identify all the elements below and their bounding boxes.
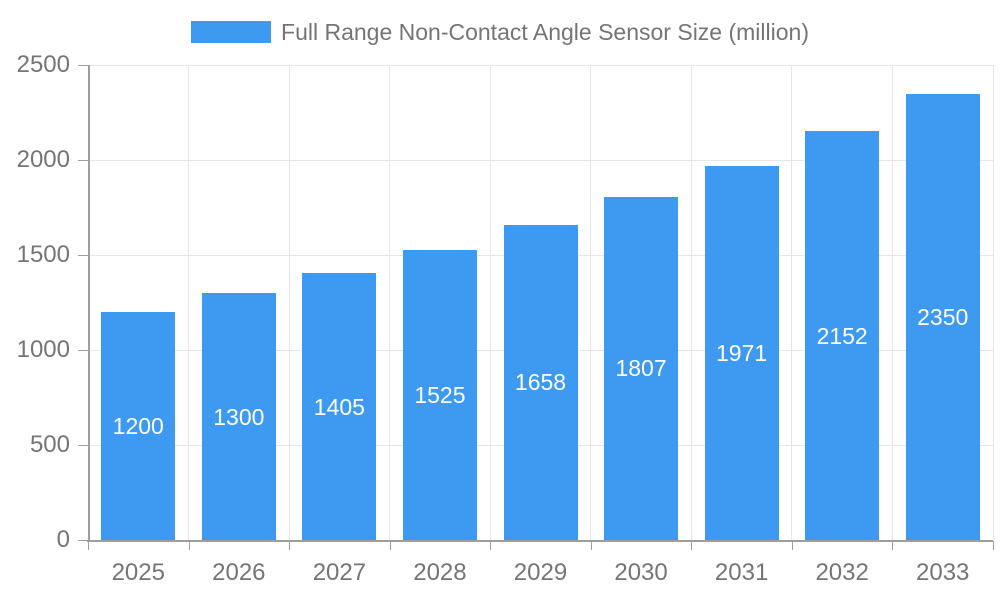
v-gridline <box>288 65 290 540</box>
bar-value-label: 2350 <box>917 303 969 330</box>
y-tick-label: 500 <box>29 431 70 458</box>
x-tick-label: 2029 <box>513 559 568 586</box>
x-tick-label: 2025 <box>111 559 165 586</box>
x-axis-line <box>87 540 993 542</box>
bar-value-label: 1658 <box>514 369 567 396</box>
x-axis-tick <box>88 541 89 550</box>
bar-2031[interactable]: 1971 <box>704 165 779 540</box>
x-axis-tick <box>289 541 291 550</box>
x-axis-tick <box>993 541 994 550</box>
v-gridline <box>690 65 692 540</box>
v-gridline <box>188 65 190 540</box>
legend-item[interactable]: Full Range Non-Contact Angle Sensor Size… <box>0 14 1000 50</box>
y-axis-tick <box>78 540 88 541</box>
v-gridline <box>389 65 391 540</box>
x-axis-tick <box>691 541 693 550</box>
y-axis-tick <box>78 255 88 256</box>
h-gridline <box>88 64 993 66</box>
x-axis-tick <box>892 541 894 550</box>
v-gridline <box>791 65 793 540</box>
y-tick-label: 2500 <box>16 51 70 78</box>
v-gridline <box>590 65 592 540</box>
bar-2027[interactable]: 1405 <box>302 273 377 540</box>
y-axis-tick <box>78 65 88 66</box>
bar-value-label: 1525 <box>414 382 466 409</box>
v-gridline <box>992 65 994 540</box>
x-axis-tick <box>791 541 793 550</box>
x-axis-tick <box>188 541 190 550</box>
h-gridline <box>88 159 993 161</box>
x-tick-label: 2032 <box>815 559 869 586</box>
legend-label: Full Range Non-Contact Angle Sensor Size… <box>281 18 809 45</box>
y-axis-line <box>88 65 90 542</box>
bar-value-label: 1807 <box>615 355 667 382</box>
bar-2029[interactable]: 1658 <box>503 224 578 540</box>
bar-2028[interactable]: 1525 <box>402 250 477 540</box>
plot-area: 1200 1300 1405 1525 1658 1807 1971 2152 2350 <box>87 64 994 542</box>
bar-2032[interactable]: 2152 <box>805 131 880 540</box>
x-tick-label: 2033 <box>916 559 970 586</box>
y-tick-label: 1500 <box>16 241 70 268</box>
bar-value-label: 2152 <box>816 322 868 349</box>
x-tick-label: 2028 <box>413 559 467 586</box>
v-gridline <box>891 65 893 540</box>
x-axis-tick <box>389 541 391 550</box>
x-axis-tick <box>490 541 492 550</box>
x-axis-tick <box>590 541 592 550</box>
x-tick-label: 2030 <box>614 559 668 586</box>
x-tick-label: 2027 <box>312 559 367 586</box>
bar-value-label: 1405 <box>313 393 365 420</box>
bar-2026[interactable]: 1300 <box>201 293 276 540</box>
v-gridline <box>489 65 491 540</box>
legend-swatch <box>191 21 272 43</box>
y-axis-tick <box>78 445 88 446</box>
y-axis-tick <box>78 160 88 161</box>
bar-value-label: 1200 <box>112 413 164 439</box>
bar-value-label: 1971 <box>716 339 768 366</box>
bar-2033[interactable]: 2350 <box>905 93 980 540</box>
bar-value-label: 1300 <box>213 403 265 430</box>
y-tick-label: 0 <box>56 526 70 553</box>
y-axis-tick <box>78 350 88 351</box>
x-tick-label: 2026 <box>212 559 266 586</box>
bar-2030[interactable]: 1807 <box>604 196 679 540</box>
y-tick-label: 2000 <box>16 146 70 173</box>
x-tick-label: 2031 <box>714 559 769 586</box>
bar-2025[interactable]: 1200 <box>101 312 176 540</box>
y-tick-label: 1000 <box>16 336 70 363</box>
